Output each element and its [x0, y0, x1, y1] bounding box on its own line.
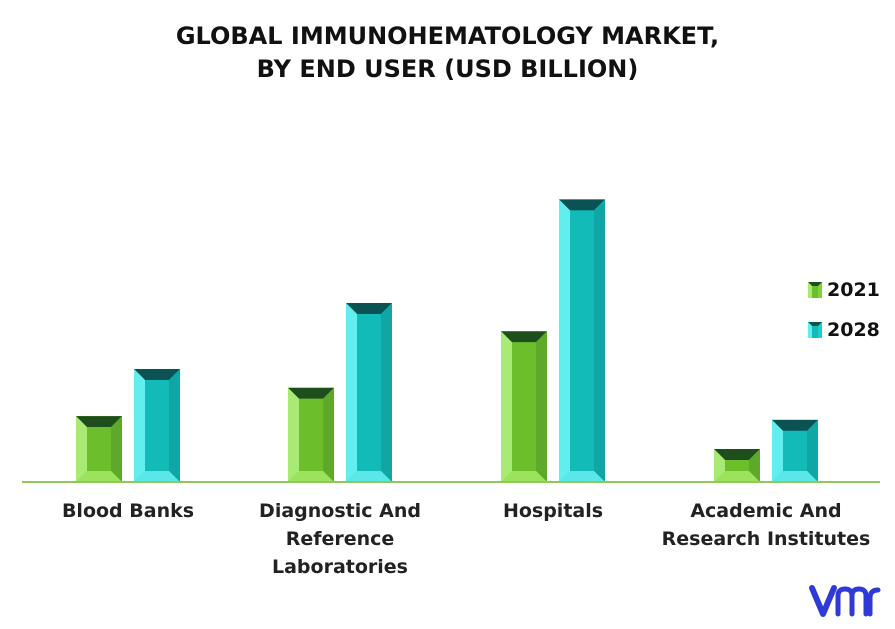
category-label-3-line-0: Academic And: [690, 500, 842, 522]
bar-2021-1: [288, 387, 334, 482]
legend-swatch-2028: [808, 322, 822, 338]
bar-2021-2: [501, 331, 547, 482]
chart-title-line-2: BY END USER (USD BILLION): [256, 55, 639, 83]
bar-2021-0: [76, 416, 122, 482]
bar-2028-3: [772, 419, 818, 482]
legend-item-2021: 2021: [808, 270, 880, 310]
chart-title: GLOBAL IMMUNOHEMATOLOGY MARKET, BY END U…: [0, 20, 895, 86]
category-label-1-line-1: Reference: [285, 528, 395, 550]
category-label-3: Academic And Research Institutes: [656, 497, 876, 553]
legend-swatch-2021: [808, 282, 822, 298]
legend-label-2021: 2021: [827, 279, 880, 301]
bar-2028-1: [346, 303, 392, 482]
legend-label-2028: 2028: [827, 319, 880, 341]
legend-item-2028: 2028: [808, 310, 880, 350]
bar-2028-2: [559, 199, 605, 482]
bar-2028-0: [134, 368, 180, 482]
vmr-logo: [809, 585, 881, 617]
category-label-2-line-0: Hospitals: [502, 500, 604, 522]
category-label-0: Blood Banks: [18, 497, 238, 525]
category-label-2: Hospitals: [443, 497, 663, 525]
category-label-1-line-2: Laboratories: [272, 556, 408, 578]
bar-2021-3: [714, 449, 760, 482]
category-label-0-line-0: Blood Banks: [61, 500, 195, 522]
chart-title-line-1: GLOBAL IMMUNOHEMATOLOGY MARKET,: [175, 22, 720, 50]
category-label-1-line-0: Diagnostic And: [259, 500, 421, 522]
legend: 2021 2028: [808, 270, 880, 350]
category-label-1: Diagnostic And Reference Laboratories: [230, 497, 450, 581]
category-label-3-line-1: Research Institutes: [661, 528, 871, 550]
